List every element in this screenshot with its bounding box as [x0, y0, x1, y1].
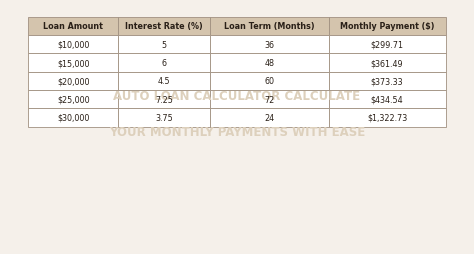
FancyBboxPatch shape — [118, 72, 210, 91]
FancyBboxPatch shape — [118, 91, 210, 109]
Text: $434.54: $434.54 — [371, 95, 403, 104]
Text: $30,000: $30,000 — [57, 114, 90, 122]
Text: 5: 5 — [162, 41, 166, 50]
Text: $1,322.73: $1,322.73 — [367, 114, 407, 122]
Text: Interest Rate (%): Interest Rate (%) — [125, 22, 203, 31]
FancyBboxPatch shape — [28, 36, 118, 54]
FancyBboxPatch shape — [329, 18, 446, 36]
FancyBboxPatch shape — [28, 18, 118, 36]
FancyBboxPatch shape — [210, 109, 329, 127]
FancyBboxPatch shape — [118, 18, 210, 36]
FancyBboxPatch shape — [210, 91, 329, 109]
FancyBboxPatch shape — [28, 91, 118, 109]
Text: $15,000: $15,000 — [57, 59, 90, 68]
Text: 72: 72 — [264, 95, 274, 104]
FancyBboxPatch shape — [329, 91, 446, 109]
FancyBboxPatch shape — [329, 72, 446, 91]
Text: 6: 6 — [162, 59, 166, 68]
Text: 3.75: 3.75 — [155, 114, 173, 122]
Text: 60: 60 — [264, 77, 274, 86]
FancyBboxPatch shape — [28, 72, 118, 91]
FancyBboxPatch shape — [118, 54, 210, 72]
Text: Loan Term (Months): Loan Term (Months) — [224, 22, 315, 31]
FancyBboxPatch shape — [210, 18, 329, 36]
FancyBboxPatch shape — [118, 109, 210, 127]
Text: Loan Amount: Loan Amount — [43, 22, 103, 31]
FancyBboxPatch shape — [118, 36, 210, 54]
FancyBboxPatch shape — [28, 109, 118, 127]
FancyBboxPatch shape — [210, 54, 329, 72]
Text: 24: 24 — [264, 114, 274, 122]
Text: AUTO LOAN CALCULATOR CALCULATE: AUTO LOAN CALCULATOR CALCULATE — [113, 90, 361, 103]
Text: $10,000: $10,000 — [57, 41, 90, 50]
Text: $20,000: $20,000 — [57, 77, 90, 86]
Text: 7.25: 7.25 — [155, 95, 173, 104]
Text: $361.49: $361.49 — [371, 59, 403, 68]
Text: 48: 48 — [264, 59, 274, 68]
Text: $373.33: $373.33 — [371, 77, 403, 86]
FancyBboxPatch shape — [329, 54, 446, 72]
Text: $25,000: $25,000 — [57, 95, 90, 104]
FancyBboxPatch shape — [28, 54, 118, 72]
Text: YOUR MONTHLY PAYMENTS WITH EASE: YOUR MONTHLY PAYMENTS WITH EASE — [109, 126, 365, 138]
Text: 36: 36 — [264, 41, 274, 50]
FancyBboxPatch shape — [210, 72, 329, 91]
Text: Monthly Payment ($): Monthly Payment ($) — [340, 22, 434, 31]
FancyBboxPatch shape — [329, 36, 446, 54]
FancyBboxPatch shape — [210, 36, 329, 54]
Text: $299.71: $299.71 — [371, 41, 404, 50]
Text: 4.5: 4.5 — [158, 77, 170, 86]
FancyBboxPatch shape — [329, 109, 446, 127]
